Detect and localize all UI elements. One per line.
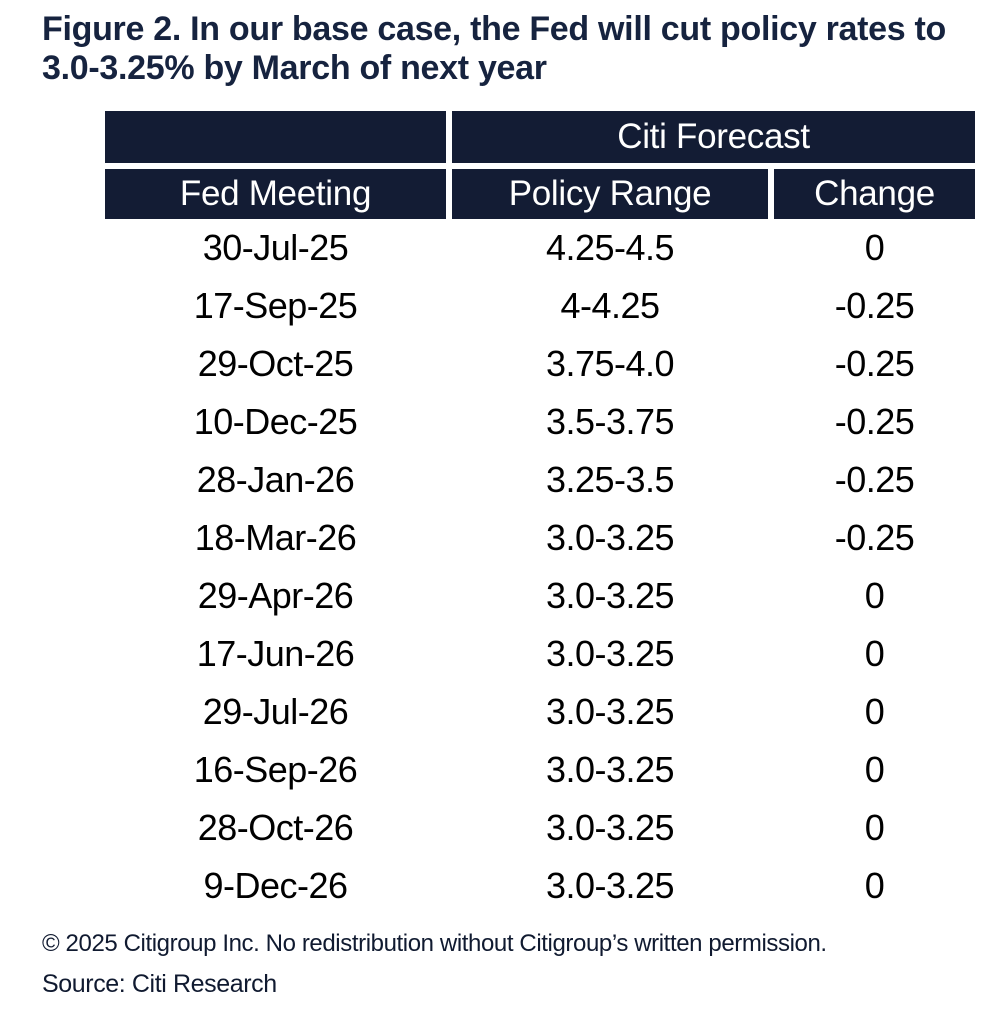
header-cell-citi-forecast: Citi Forecast [452, 111, 975, 163]
cell-change: -0.25 [834, 343, 915, 384]
figure-title-line-2: 3.0-3.25% by March of next year [42, 49, 547, 87]
cell-fed-meeting: 28-Jan-26 [196, 459, 355, 500]
cell-policy-range: 3.25-3.5 [545, 459, 675, 500]
table-row: 29-Apr-26 3.0-3.25 0 [105, 567, 975, 625]
cell-fed-meeting: 28-Oct-26 [197, 807, 354, 848]
cell-change: -0.25 [834, 459, 915, 500]
cell-fed-meeting: 17-Sep-25 [193, 285, 358, 326]
header-cell-fed-meeting: Fed Meeting [105, 169, 446, 219]
cell-policy-range: 3.0-3.25 [545, 691, 675, 732]
figure-title-line-1: Figure 2. In our base case, the Fed will… [42, 10, 947, 48]
cell-policy-range: 3.0-3.25 [545, 865, 675, 906]
header-cell-blank [105, 111, 446, 163]
cell-policy-range: 4-4.25 [560, 285, 660, 326]
cell-policy-range: 3.5-3.75 [545, 401, 675, 442]
table-row: 30-Jul-25 4.25-4.5 0 [105, 219, 975, 277]
table-row: 28-Oct-26 3.0-3.25 0 [105, 799, 975, 857]
cell-fed-meeting: 9-Dec-26 [203, 865, 348, 906]
copyright-notice: © 2025 Citigroup Inc. No redistribution … [42, 930, 827, 957]
header-cell-policy-range: Policy Range [452, 169, 768, 219]
cell-policy-range: 3.0-3.25 [545, 633, 675, 674]
cell-fed-meeting: 30-Jul-25 [202, 227, 349, 268]
table-row: 16-Sep-26 3.0-3.25 0 [105, 741, 975, 799]
table-row: 29-Jul-26 3.0-3.25 0 [105, 683, 975, 741]
header-cell-change: Change [774, 169, 975, 219]
cell-change: -0.25 [834, 285, 915, 326]
figure-title: Figure 2. In our base case, the Fed will… [42, 10, 992, 88]
cell-change: 0 [864, 749, 885, 790]
cell-change: 0 [864, 227, 885, 268]
cell-fed-meeting: 29-Apr-26 [197, 575, 354, 616]
table-row: 9-Dec-26 3.0-3.25 0 [105, 857, 975, 915]
table-row: 10-Dec-25 3.5-3.75 -0.25 [105, 393, 975, 451]
cell-policy-range: 4.25-4.5 [545, 227, 675, 268]
cell-fed-meeting: 29-Oct-25 [197, 343, 354, 384]
cell-change: 0 [864, 633, 885, 674]
table-group-header-row: Citi Forecast [105, 111, 975, 163]
cell-change: 0 [864, 807, 885, 848]
cell-policy-range: 3.0-3.25 [545, 807, 675, 848]
cell-fed-meeting: 16-Sep-26 [193, 749, 358, 790]
cell-change: 0 [864, 691, 885, 732]
table-row: 18-Mar-26 3.0-3.25 -0.25 [105, 509, 975, 567]
cell-policy-range: 3.75-4.0 [545, 343, 675, 384]
cell-fed-meeting: 18-Mar-26 [194, 517, 357, 558]
cell-fed-meeting: 29-Jul-26 [202, 691, 349, 732]
cell-fed-meeting: 10-Dec-25 [193, 401, 358, 442]
cell-policy-range: 3.0-3.25 [545, 575, 675, 616]
cell-fed-meeting: 17-Jun-26 [196, 633, 355, 674]
table-row: 17-Sep-25 4-4.25 -0.25 [105, 277, 975, 335]
figure-footer: © 2025 Citigroup Inc. No redistribution … [42, 928, 972, 1000]
cell-policy-range: 3.0-3.25 [545, 517, 675, 558]
table-column-header-row: Fed Meeting Policy Range Change [105, 169, 975, 219]
cell-policy-range: 3.0-3.25 [545, 749, 675, 790]
table-row: 17-Jun-26 3.0-3.25 0 [105, 625, 975, 683]
forecast-table: Citi Forecast Fed Meeting Policy Range C… [105, 111, 975, 915]
cell-change: 0 [864, 865, 885, 906]
table-row: 29-Oct-25 3.75-4.0 -0.25 [105, 335, 975, 393]
cell-change: 0 [864, 575, 885, 616]
cell-change: -0.25 [834, 401, 915, 442]
table-row: 28-Jan-26 3.25-3.5 -0.25 [105, 451, 975, 509]
cell-change: -0.25 [834, 517, 915, 558]
source-attribution: Source: Citi Research [42, 970, 277, 998]
